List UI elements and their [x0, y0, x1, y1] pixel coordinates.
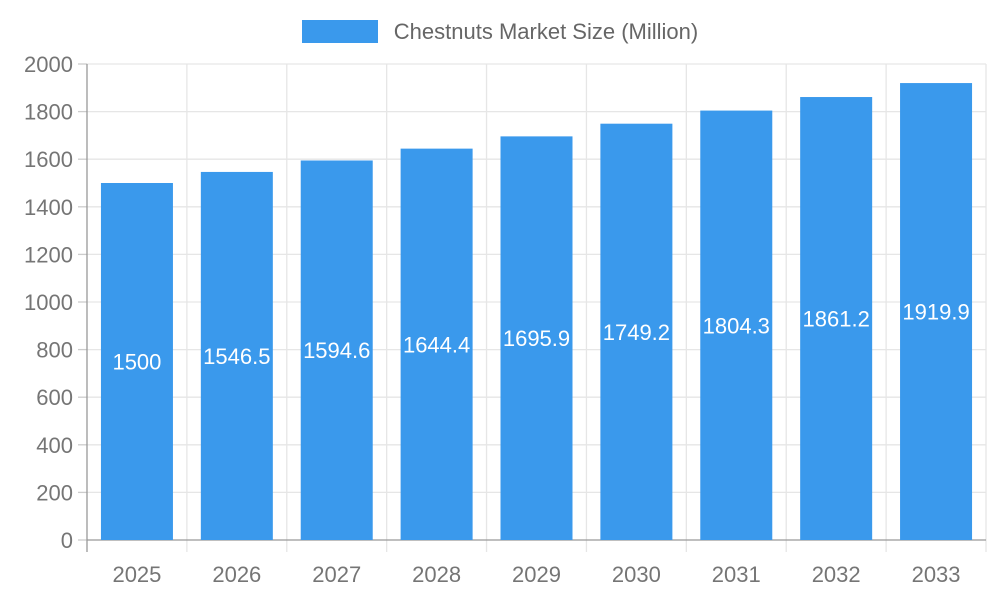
- y-tick-label: 1000: [24, 290, 73, 315]
- bar-value-label: 1695.9: [503, 326, 570, 351]
- y-tick-label: 0: [61, 528, 73, 553]
- bar-2025: [100, 183, 173, 540]
- x-tick-label: 2027: [312, 562, 361, 587]
- legend-label: Chestnuts Market Size (Million): [393, 19, 699, 44]
- bar-value-label: 1500: [112, 350, 161, 375]
- bar-2032: [800, 97, 873, 541]
- bar-2026: [200, 171, 273, 541]
- y-tick-label: 200: [36, 480, 73, 505]
- bar-value-label: 1594.6: [303, 338, 370, 363]
- x-tick-label: 2026: [212, 562, 261, 587]
- bar-2029: [500, 136, 573, 540]
- bar-value-label: 1861.2: [803, 307, 870, 332]
- bar-value-label: 1804.3: [703, 313, 770, 338]
- y-tick-label: 1800: [24, 100, 73, 125]
- legend-swatch: [301, 20, 378, 43]
- bar-value-label: 1749.2: [603, 320, 670, 345]
- y-tick-label: 400: [36, 433, 73, 458]
- y-tick-label: 800: [36, 338, 73, 363]
- y-tick-label: 2000: [24, 52, 73, 77]
- bar-2031: [700, 110, 773, 540]
- x-tick-label: 2025: [112, 562, 161, 587]
- y-tick-label: 600: [36, 385, 73, 410]
- x-tick-label: 2028: [412, 562, 461, 587]
- bar-value-label: 1644.4: [403, 332, 470, 357]
- bar-2030: [600, 123, 673, 540]
- bar-2027: [300, 160, 373, 540]
- y-tick-label: 1600: [24, 147, 73, 172]
- x-tick-label: 2031: [712, 562, 761, 587]
- x-tick-label: 2032: [812, 562, 861, 587]
- bar-2033: [900, 83, 973, 541]
- y-tick-label: 1400: [24, 195, 73, 220]
- chart-legend[interactable]: Chestnuts Market Size (Million): [0, 20, 1000, 43]
- x-tick-label: 2033: [912, 562, 961, 587]
- x-tick-label: 2029: [512, 562, 561, 587]
- x-tick-label: 2030: [612, 562, 661, 587]
- bar-2028: [400, 148, 473, 540]
- y-tick-label: 1200: [24, 242, 73, 267]
- bar-value-label: 1919.9: [902, 300, 969, 325]
- bar-value-label: 1546.5: [203, 344, 270, 369]
